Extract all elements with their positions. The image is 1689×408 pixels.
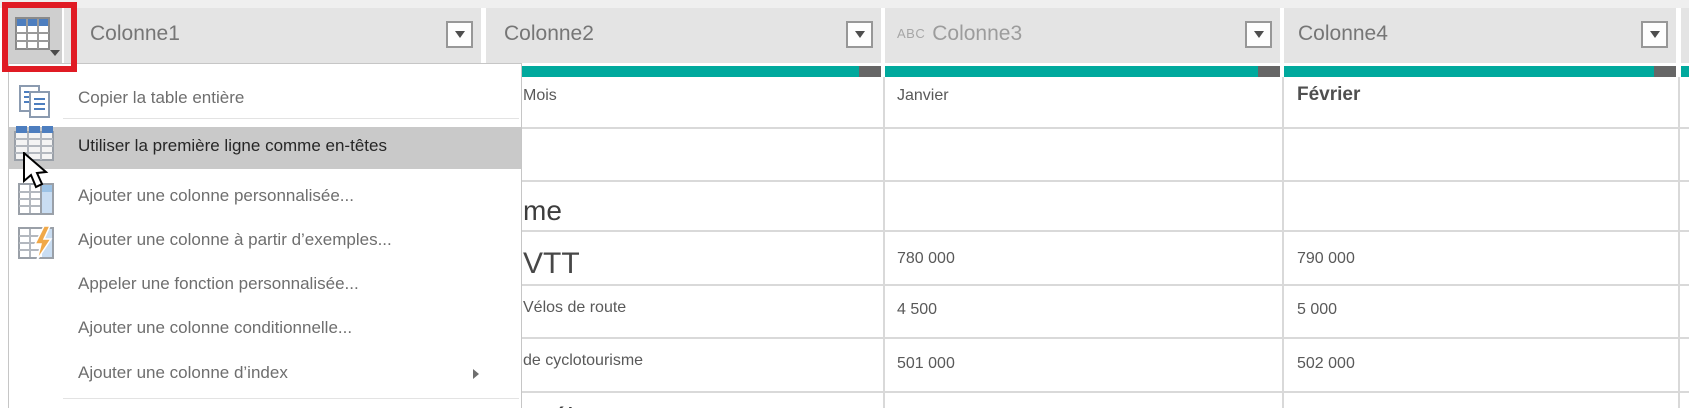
quality-bar-error-segment bbox=[1258, 66, 1280, 77]
table-cell[interactable]: Février bbox=[1297, 84, 1361, 105]
column-header-partial bbox=[1681, 8, 1689, 63]
table-cell[interactable]: Mois bbox=[523, 87, 557, 104]
column-header-label: Colonne4 bbox=[1298, 22, 1388, 45]
chevron-down-icon bbox=[454, 31, 465, 38]
row-divider bbox=[64, 230, 1689, 232]
quality-bar bbox=[885, 66, 1280, 77]
data-type-abc-icon: ABC bbox=[897, 26, 926, 41]
table-menu-button[interactable] bbox=[8, 8, 62, 63]
column-header-label: Colonne1 bbox=[90, 22, 180, 45]
quality-bar-error-segment bbox=[859, 66, 881, 77]
table-cell[interactable]: Janvier bbox=[897, 87, 949, 104]
menu-item-use-first-row-as-headers[interactable]: Utiliser la première ligne comme en-tête… bbox=[78, 136, 387, 155]
menu-separator bbox=[63, 118, 519, 119]
table-cell[interactable]: 5 000 bbox=[1297, 301, 1338, 318]
table-cell[interactable]: 502 000 bbox=[1297, 355, 1355, 372]
column-header-label: Colonne2 bbox=[504, 22, 594, 45]
row-divider bbox=[64, 127, 1689, 129]
quality-bar-error-segment bbox=[1654, 66, 1676, 77]
quality-bar bbox=[1681, 66, 1689, 77]
custom-column-icon bbox=[18, 183, 54, 215]
table-cell[interactable]: VTT bbox=[523, 247, 580, 280]
row-divider bbox=[64, 391, 1689, 393]
column-header-colonne1[interactable]: Colonne1 bbox=[64, 8, 481, 63]
menu-item-add-conditional-column[interactable]: Ajouter une colonne conditionnelle... bbox=[78, 318, 353, 337]
table-cell-truncated[interactable]: me bbox=[523, 195, 562, 226]
column-divider bbox=[1282, 77, 1284, 408]
filter-dropdown-button[interactable] bbox=[1245, 21, 1272, 48]
chevron-down-icon bbox=[1649, 31, 1660, 38]
column-from-examples-icon bbox=[18, 226, 54, 260]
copy-icon bbox=[19, 85, 50, 118]
table-icon bbox=[15, 17, 50, 50]
submenu-arrow-icon bbox=[473, 369, 479, 379]
row-divider bbox=[64, 284, 1689, 286]
header-top-strip bbox=[0, 0, 1689, 8]
row-divider bbox=[64, 180, 1689, 182]
menu-item-highlight bbox=[9, 127, 521, 169]
column-divider bbox=[883, 77, 885, 408]
menu-item-copy-entire-table[interactable]: Copier la table entière bbox=[78, 88, 245, 107]
menu-item-invoke-custom-function[interactable]: Appeler une fonction personnalisée... bbox=[78, 274, 359, 293]
filter-dropdown-button[interactable] bbox=[446, 21, 473, 48]
table-cell[interactable]: 501 000 bbox=[897, 355, 955, 372]
table-cell[interactable]: 790 000 bbox=[1297, 250, 1355, 267]
menu-separator bbox=[63, 398, 519, 399]
column-divider bbox=[1678, 77, 1680, 408]
filter-dropdown-button[interactable] bbox=[1641, 21, 1668, 48]
chevron-down-icon bbox=[50, 50, 60, 56]
table-cell[interactable]: Vélos de route bbox=[523, 299, 627, 316]
column-header-colonne4[interactable]: Colonne4 bbox=[1284, 8, 1676, 63]
quality-bar bbox=[1284, 66, 1676, 77]
menu-item-add-custom-column[interactable]: Ajouter une colonne personnalisée... bbox=[78, 186, 354, 205]
table-cell[interactable]: 780 000 bbox=[897, 250, 955, 267]
chevron-down-icon bbox=[854, 31, 865, 38]
table-context-menu: Copier la table entière Utiliser la prem… bbox=[8, 63, 522, 408]
menu-item-add-index-column[interactable]: Ajouter une colonne d’index bbox=[78, 363, 288, 382]
table-cell[interactable]: 4 500 bbox=[897, 301, 938, 318]
menu-item-add-column-from-examples[interactable]: Ajouter une colonne à partir d’exemples.… bbox=[78, 230, 392, 249]
filter-dropdown-button[interactable] bbox=[846, 21, 873, 48]
table-cell-truncated[interactable]: de cyclotourisme bbox=[523, 352, 644, 369]
column-header-label: ABC Colonne3 bbox=[897, 22, 1023, 45]
column-header-colonne2[interactable]: Colonne2 bbox=[486, 8, 881, 63]
use-first-row-icon bbox=[14, 126, 54, 161]
column-header-colonne3[interactable]: ABC Colonne3 bbox=[885, 8, 1280, 63]
mouse-cursor-icon bbox=[23, 152, 49, 189]
quality-bar bbox=[486, 66, 881, 77]
table-cell-clipped[interactable]: Vélos bbox=[533, 402, 603, 408]
row-divider bbox=[64, 337, 1689, 339]
chevron-down-icon bbox=[1253, 31, 1264, 38]
